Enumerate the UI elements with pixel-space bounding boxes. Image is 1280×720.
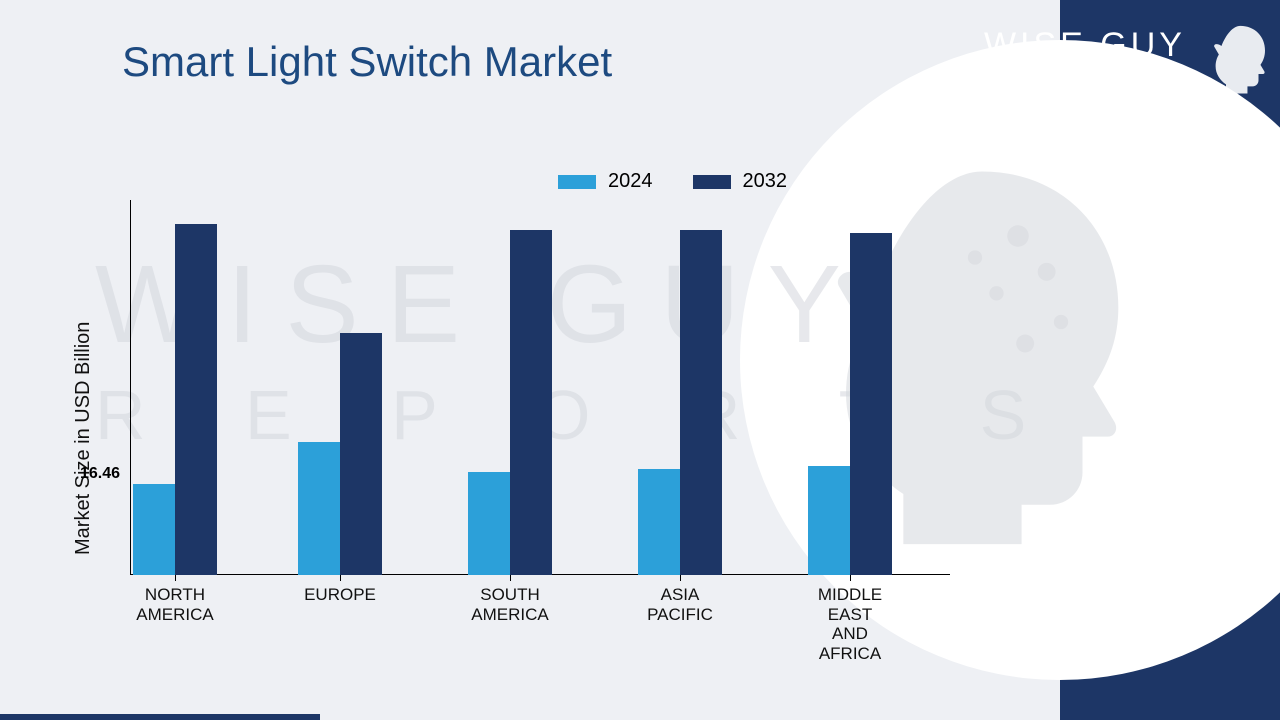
- bar-2032: [680, 230, 722, 575]
- chart-canvas: WISE GUYR E P O R T SSmart Light Switch …: [0, 0, 1280, 720]
- bar-2032: [510, 230, 552, 575]
- legend-item: 2024: [558, 170, 653, 193]
- x-tick: [850, 575, 851, 581]
- logo-line2: REPORTS: [984, 66, 1186, 82]
- brand-logo: WISE GUY REPORTS: [984, 28, 1186, 82]
- legend-swatch: [558, 175, 596, 189]
- bar-group: [638, 200, 722, 575]
- x-tick: [340, 575, 341, 581]
- logo-line1: WISE GUY: [984, 28, 1186, 62]
- x-tick: [680, 575, 681, 581]
- plot-area: [130, 200, 950, 575]
- bar-2024: [808, 466, 850, 575]
- x-tick: [175, 575, 176, 581]
- bar-2024: [638, 469, 680, 575]
- bar-group: [298, 200, 382, 575]
- category-label: NORTHAMERICA: [105, 585, 245, 624]
- x-tick: [510, 575, 511, 581]
- category-label: ASIAPACIFIC: [610, 585, 750, 624]
- bar-2024: [133, 484, 175, 575]
- bar-group: [133, 200, 217, 575]
- bar-group: [468, 200, 552, 575]
- chart-title: Smart Light Switch Market: [122, 38, 612, 86]
- bottom-accent-bar: [0, 714, 320, 720]
- bar-2024: [468, 472, 510, 575]
- bar-2032: [850, 233, 892, 575]
- bar-2032: [340, 333, 382, 575]
- category-label: SOUTHAMERICA: [440, 585, 580, 624]
- legend-swatch: [693, 175, 731, 189]
- legend-label: 2032: [743, 170, 788, 193]
- bar-2032: [175, 224, 217, 575]
- category-label: EUROPE: [270, 585, 410, 605]
- bar-group: [808, 200, 892, 575]
- bar-2024: [298, 442, 340, 575]
- legend-label: 2024: [608, 170, 653, 193]
- y-axis-label: Market Size in USD Billion: [72, 322, 95, 555]
- legend-item: 2032: [693, 170, 788, 193]
- y-axis: [130, 200, 131, 575]
- legend: 2024 2032: [558, 170, 787, 193]
- logo-head-icon: [1200, 22, 1278, 100]
- y-tick-label: 16.46: [50, 465, 120, 483]
- category-label: MIDDLEEASTANDAFRICA: [780, 585, 920, 663]
